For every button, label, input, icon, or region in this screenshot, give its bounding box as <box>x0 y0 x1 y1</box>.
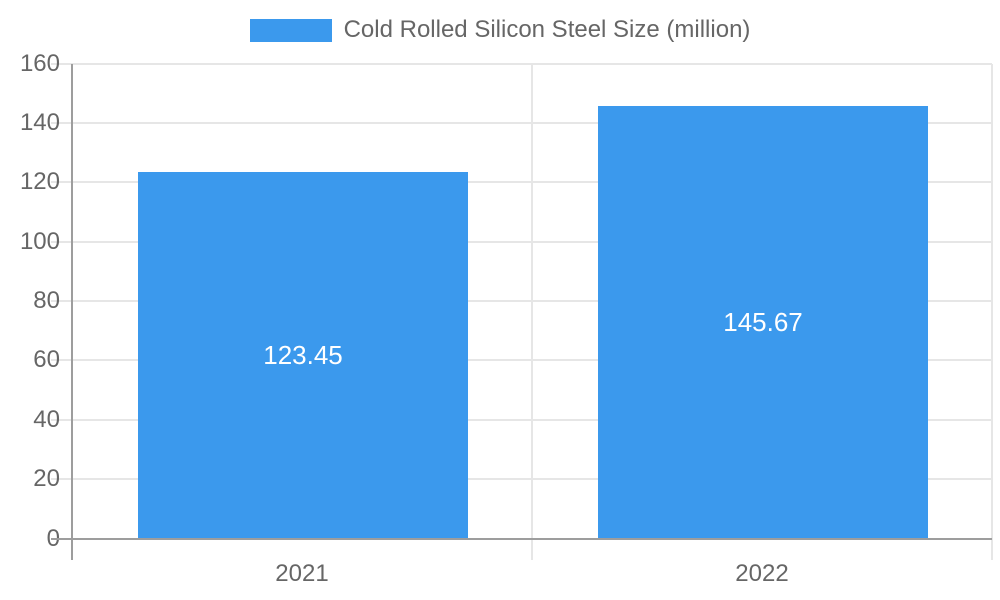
y-tick-label: 20 <box>33 465 60 493</box>
x-tick-label-2022: 2022 <box>735 560 789 587</box>
y-gridline <box>51 240 992 243</box>
y-gridline <box>51 478 992 481</box>
bar-value-label: 123.45 <box>263 340 343 371</box>
y-gridline <box>51 62 992 65</box>
y-gridline <box>51 300 992 302</box>
y-gridline <box>51 181 992 184</box>
v-gridline <box>531 63 533 560</box>
legend-item[interactable]: Cold Rolled Silicon Steel Size (million) <box>0 16 1000 44</box>
y-tick-label: 100 <box>19 227 60 255</box>
y-gridline <box>51 359 992 362</box>
y-gridline <box>51 121 992 124</box>
y-gridline <box>51 418 992 421</box>
y-tick-label: 60 <box>33 346 60 374</box>
y-tick-label: 120 <box>19 168 60 196</box>
y-tick-label: 80 <box>33 287 60 314</box>
y-tick-label: 140 <box>19 108 60 136</box>
y-tick-label: 160 <box>19 49 60 77</box>
x-axis-line <box>51 537 992 540</box>
legend-swatch-icon <box>249 18 332 42</box>
y-tick-label: 40 <box>33 405 60 433</box>
v-gridline <box>991 63 993 560</box>
bar-2021[interactable]: 123.45 <box>138 172 468 539</box>
x-tick-label-2021: 2021 <box>275 560 329 587</box>
bar-2022[interactable]: 145.67 <box>598 106 928 539</box>
legend-label: Cold Rolled Silicon Steel Size (million) <box>343 16 751 43</box>
bar-value-label: 145.67 <box>723 307 803 338</box>
y-axis-line <box>71 63 73 560</box>
